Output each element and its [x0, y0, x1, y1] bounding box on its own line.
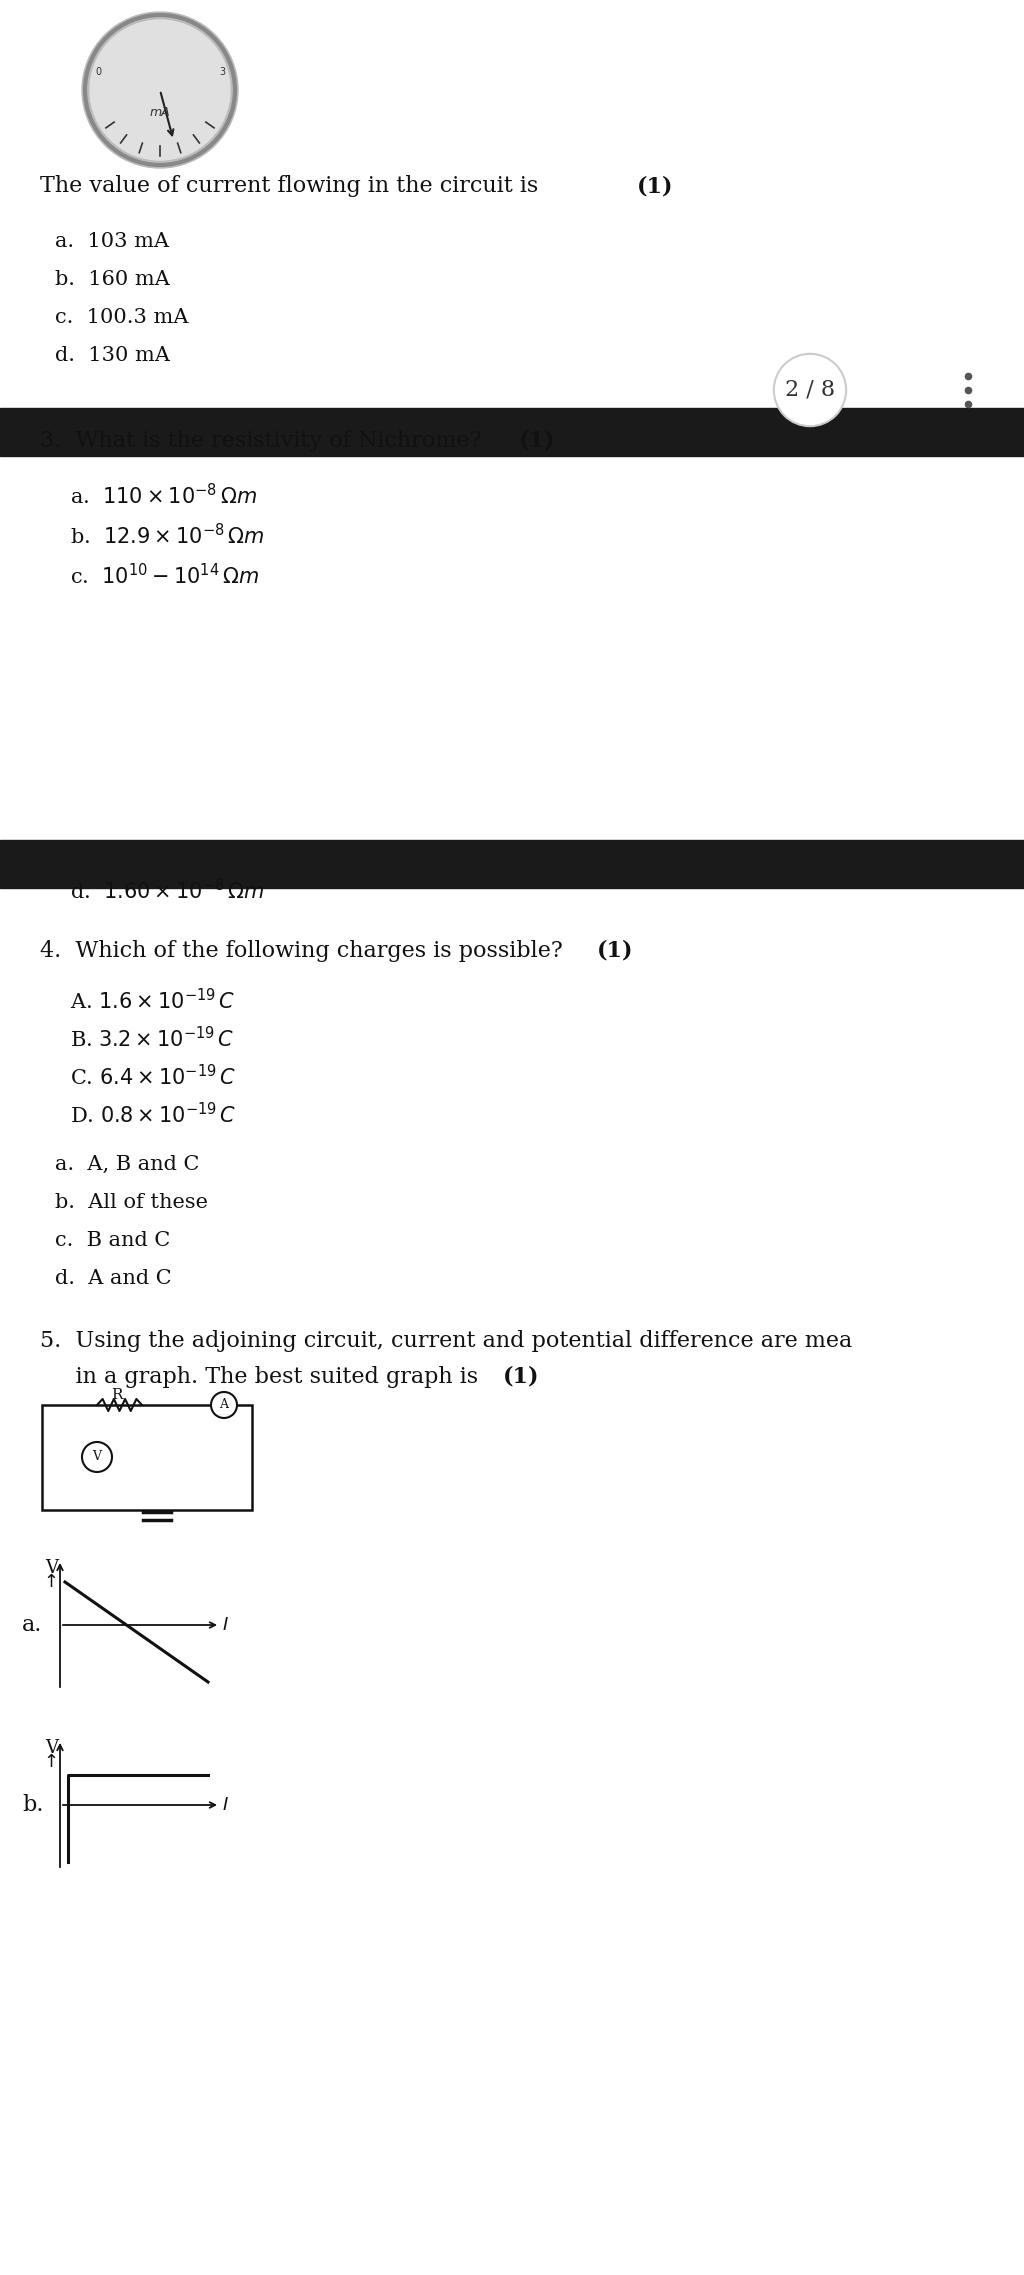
Text: d.  A and C: d. A and C: [55, 1269, 172, 1288]
Bar: [42, 1406, 252, 1511]
Text: d.  130 mA: d. 130 mA: [55, 346, 170, 364]
Text: b.: b.: [22, 1795, 43, 1815]
Text: ↑: ↑: [43, 1754, 58, 1770]
Text: A. $1.6 \times 10^{-19}\,C$: A. $1.6 \times 10^{-19}\,C$: [70, 987, 236, 1012]
Text: 3.  What is the resistivity of Nichrome?: 3. What is the resistivity of Nichrome?: [40, 430, 488, 453]
Text: ↑: ↑: [43, 1572, 58, 1590]
Bar: [0, 839, 1024, 887]
Text: 4.  Which of the following charges is possible?: 4. Which of the following charges is pos…: [40, 940, 570, 962]
Text: b.  $12.9 \times 10^{-8}\,\Omega m$: b. $12.9 \times 10^{-8}\,\Omega m$: [70, 523, 264, 548]
Text: D. $0.8 \times 10^{-19}\,C$: D. $0.8 \times 10^{-19}\,C$: [70, 1101, 237, 1126]
Text: a.  103 mA: a. 103 mA: [55, 232, 169, 250]
Bar: [0, 407, 1024, 455]
Text: mA: mA: [150, 105, 170, 118]
Text: V: V: [45, 1558, 58, 1577]
Text: b.  All of these: b. All of these: [55, 1192, 208, 1213]
Text: (1): (1): [597, 940, 634, 962]
Text: 0: 0: [95, 66, 101, 77]
Circle shape: [90, 20, 230, 159]
Text: (1): (1): [519, 430, 555, 453]
Text: 3: 3: [219, 66, 225, 77]
Text: The value of current flowing in the circuit is: The value of current flowing in the circ…: [40, 175, 546, 198]
Text: V: V: [92, 1451, 101, 1463]
Text: C. $6.4 \times 10^{-19}\,C$: C. $6.4 \times 10^{-19}\,C$: [70, 1065, 237, 1090]
Circle shape: [82, 1442, 112, 1472]
Circle shape: [211, 1392, 237, 1417]
Text: 2 / 8: 2 / 8: [785, 380, 835, 400]
Text: (1): (1): [503, 1365, 540, 1388]
Text: (1): (1): [637, 175, 674, 198]
Text: A: A: [219, 1399, 228, 1410]
Text: a.  A, B and C: a. A, B and C: [55, 1156, 200, 1174]
Text: c.  B and C: c. B and C: [55, 1231, 170, 1249]
Text: a.  $110 \times 10^{-8}\,\Omega m$: a. $110 \times 10^{-8}\,\Omega m$: [70, 482, 257, 507]
Text: B. $3.2 \times 10^{-19}\,C$: B. $3.2 \times 10^{-19}\,C$: [70, 1026, 234, 1051]
Text: I: I: [223, 1615, 228, 1633]
Circle shape: [82, 11, 238, 168]
Text: I: I: [223, 1795, 228, 1813]
Text: R: R: [112, 1388, 123, 1401]
Text: c.  100.3 mA: c. 100.3 mA: [55, 307, 188, 328]
Text: c.  $10^{10} - 10^{14}\,\Omega m$: c. $10^{10} - 10^{14}\,\Omega m$: [70, 562, 259, 589]
Text: 5.  Using the adjoining circuit, current and potential difference are mea: 5. Using the adjoining circuit, current …: [40, 1331, 852, 1351]
Text: a.: a.: [22, 1613, 42, 1636]
Text: V: V: [45, 1738, 58, 1756]
Text: in a graph. The best suited graph is: in a graph. The best suited graph is: [40, 1365, 485, 1388]
Text: b.  160 mA: b. 160 mA: [55, 271, 170, 289]
Text: d.  $1.60 \times 10^{-8}\,\Omega m$: d. $1.60 \times 10^{-8}\,\Omega m$: [70, 878, 264, 903]
